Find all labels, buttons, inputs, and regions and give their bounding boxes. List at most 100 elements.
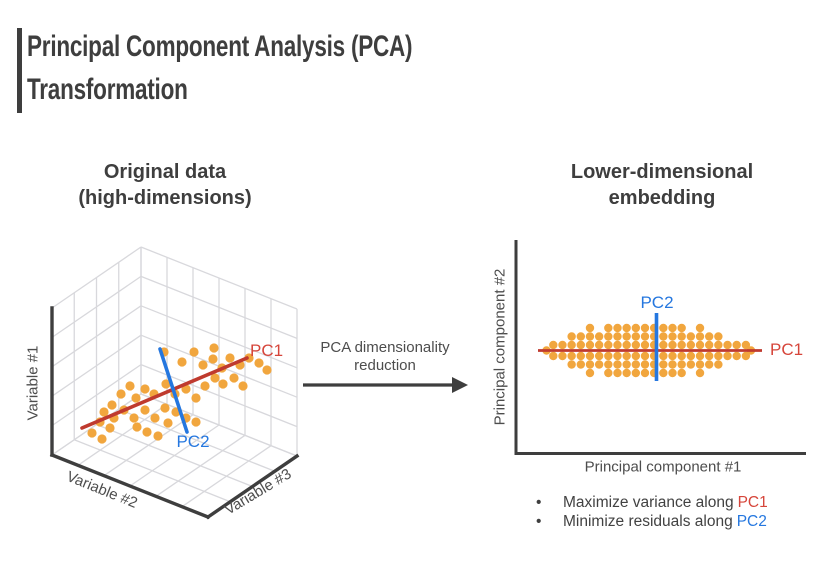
pc1-label-3d: PC1 — [250, 341, 284, 360]
left-panel-heading: Original data (high-dimensions) — [78, 159, 251, 211]
data-point-2d — [622, 351, 631, 361]
data-point-3d — [254, 358, 264, 368]
data-point-2d — [604, 368, 613, 378]
data-point-2d — [677, 351, 686, 361]
data-point-3d — [160, 403, 170, 413]
title-line-1: Principal Component Analysis (PCA) — [27, 30, 413, 63]
data-point-2d — [567, 340, 576, 350]
page-title: Principal Component Analysis (PCA) Trans… — [27, 25, 413, 111]
left-heading-line-1: Original data — [103, 161, 227, 183]
grid-line — [140, 275, 298, 340]
data-point-3d — [107, 400, 117, 410]
data-point-2d — [714, 340, 723, 350]
data-point-3d — [129, 413, 139, 423]
data-point-2d — [585, 360, 595, 369]
data-point-2d — [594, 351, 604, 361]
grid-line — [140, 246, 298, 310]
arrow-label: PCA dimensionality reduction — [320, 339, 449, 375]
data-point-2d — [659, 360, 668, 369]
right-heading-line-2: embedding — [608, 187, 716, 209]
data-point-2d — [714, 360, 723, 369]
data-point-2d — [640, 332, 650, 341]
data-point-3d — [200, 381, 210, 391]
data-point-2d — [594, 340, 604, 350]
data-point-2d — [604, 351, 613, 361]
pc2-line-3d — [158, 347, 189, 434]
left-heading-line-2: (high-dimensions) — [78, 187, 252, 209]
data-point-2d — [622, 340, 631, 350]
data-point-2d — [695, 360, 705, 369]
data-point-2d — [576, 332, 586, 341]
data-point-3d — [229, 373, 239, 383]
data-point-2d — [668, 332, 677, 341]
data-point-2d — [604, 340, 613, 350]
axis-label-variable-1: Variable #1 — [24, 345, 42, 421]
data-point-2d — [585, 351, 595, 361]
data-point-2d — [622, 323, 631, 333]
grid-line — [51, 246, 142, 309]
data-point-3d — [105, 423, 115, 433]
data-point-3d — [208, 354, 218, 364]
right-panel-heading: Lower-dimensional embedding — [571, 159, 753, 211]
axis-label-principal-component-2: Principal component #2 — [491, 268, 509, 426]
pc1-line-3d — [80, 356, 249, 430]
grid-line — [129, 424, 220, 487]
bullet-list: • Maximize variance along PC1 • Minimize… — [536, 493, 768, 531]
data-point-3d — [198, 360, 208, 370]
data-point-2d — [686, 332, 696, 341]
data-point-2d — [659, 332, 668, 341]
data-point-2d — [695, 351, 705, 361]
data-point-2d — [576, 360, 586, 369]
data-point-2d — [631, 360, 641, 369]
bullet-minimize-residuals: • Minimize residuals along PC2 — [536, 512, 768, 531]
bullet-maximize-variance: • Maximize variance along PC1 — [536, 493, 768, 512]
data-point-3d — [177, 357, 187, 367]
data-point-2d — [668, 360, 677, 369]
data-point-2d — [704, 340, 714, 350]
bullet-text: Minimize residuals along — [563, 513, 733, 530]
right-heading-line-1: Lower-dimensional — [570, 161, 754, 183]
data-point-2d — [585, 340, 595, 350]
data-point-2d — [640, 360, 650, 369]
pc1-label-2d: PC1 — [770, 340, 804, 359]
data-point-3d — [244, 353, 254, 363]
data-point-2d — [741, 340, 751, 350]
grid-line — [51, 305, 142, 368]
bullet-dot: • — [536, 494, 542, 511]
data-point-2d — [613, 332, 622, 341]
data-point-2d — [659, 351, 668, 361]
data-point-2d — [604, 323, 613, 333]
bullet-dot: • — [536, 513, 542, 530]
data-point-2d — [594, 332, 604, 341]
grid-line — [181, 445, 272, 508]
data-point-2d — [585, 368, 595, 378]
grid-line — [140, 305, 298, 369]
data-point-3d — [189, 347, 199, 357]
data-point-2d — [686, 351, 696, 361]
data-point-3d — [163, 418, 173, 428]
data-point-3d — [125, 381, 135, 391]
data-point-2d — [714, 351, 723, 361]
bullet-pc1-highlight: PC1 — [737, 494, 768, 511]
data-point-2d — [695, 323, 705, 333]
data-point-2d — [613, 340, 622, 350]
grid-line — [51, 334, 142, 397]
data-point-2d — [723, 351, 732, 361]
data-point-2d — [659, 323, 668, 333]
data-point-2d — [576, 351, 586, 361]
data-point-2d — [567, 351, 576, 361]
axis-label-principal-component-1: Principal component #1 — [584, 458, 742, 476]
data-point-2d — [613, 323, 622, 333]
grid-line — [155, 434, 246, 497]
axis-edge-variable-2 — [49, 452, 211, 520]
bullet-text: Maximize variance along — [563, 494, 734, 511]
grid-line — [51, 275, 142, 338]
data-point-2d — [613, 351, 622, 361]
data-point-3d — [153, 431, 163, 441]
data-point-2d — [668, 351, 677, 361]
grid-line — [51, 364, 142, 427]
data-point-2d — [585, 323, 595, 333]
data-point-3d — [142, 427, 152, 437]
data-point-2d — [631, 368, 641, 378]
arrow-label-line-2: reduction — [354, 357, 416, 374]
